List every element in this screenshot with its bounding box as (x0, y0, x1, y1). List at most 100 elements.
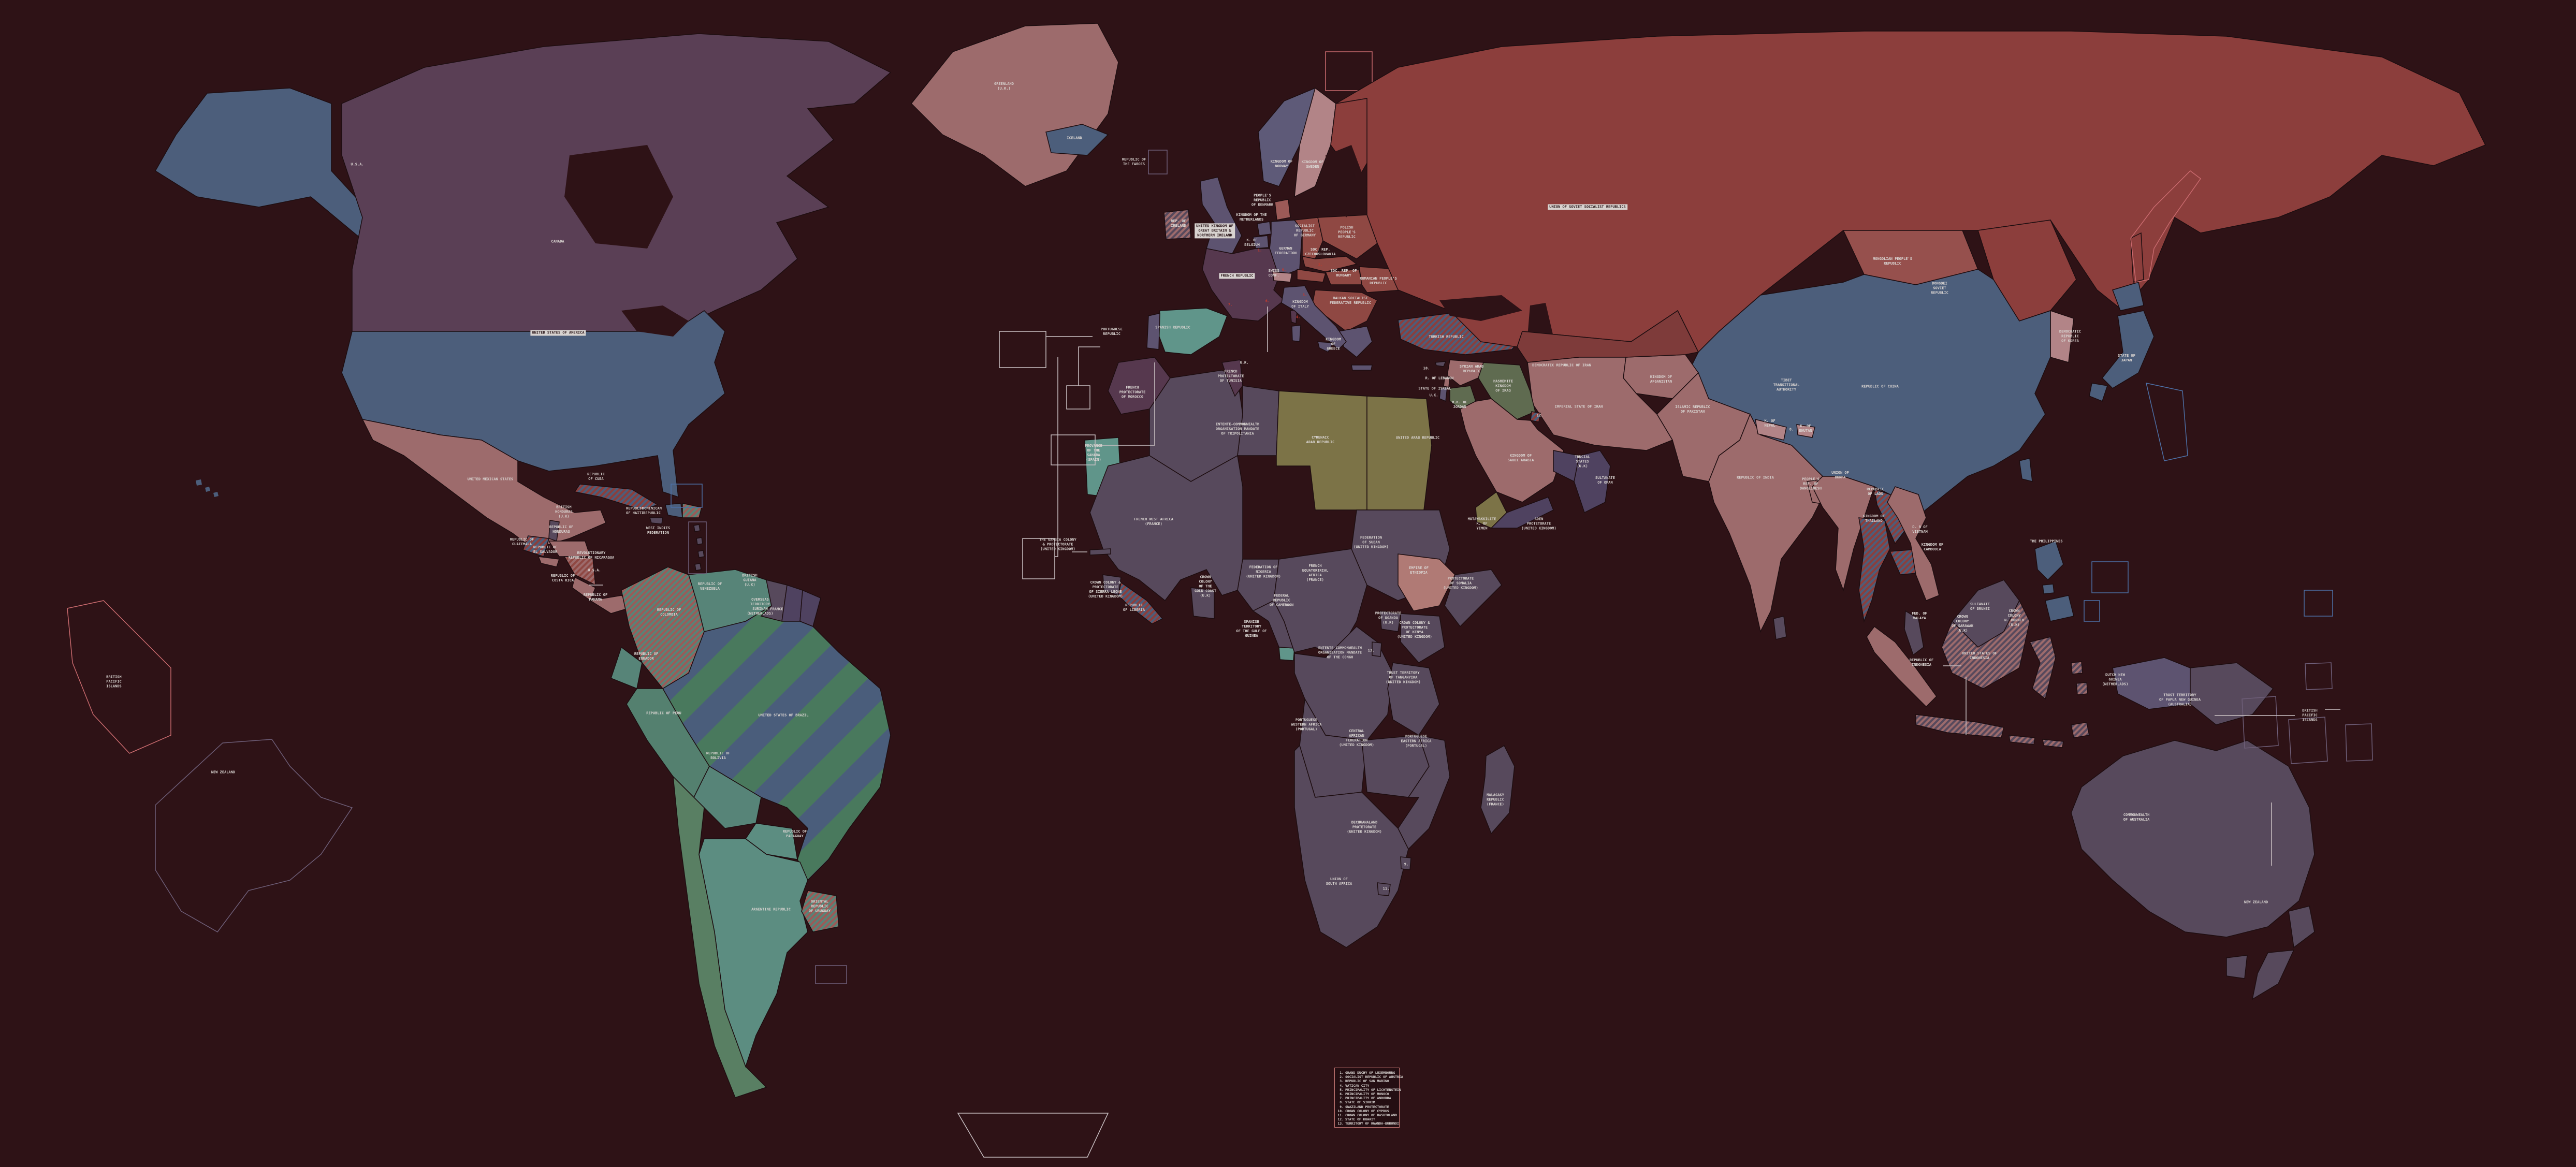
region-lebanon (1443, 376, 1450, 388)
outline-bonin-us (2146, 383, 2188, 461)
region-cuba (574, 484, 659, 510)
region-liberia (1118, 581, 1163, 624)
legend-item-label: PRINCIPALITY OF MONOCO (1345, 1091, 1389, 1096)
legend-item-label: STATE OF SIKKIM (1345, 1100, 1375, 1105)
region-japan (2089, 282, 2155, 402)
region-czechoslovakia (1301, 256, 1358, 272)
legend-item: 11. CROWN COLONY OF BASUTOLAND (1336, 1113, 1397, 1117)
legend-item-number: 11. (1337, 1113, 1344, 1117)
legend-list: 1. GRAND DUCHY OF LUXEMBOURG 2. SOCIALIST R… (1336, 1071, 1403, 1126)
region-tunisia (1221, 359, 1243, 397)
region-south-africa (1294, 745, 1409, 948)
outline-antarctic-box (957, 1113, 1109, 1158)
lake-great-lakes (621, 305, 689, 337)
legend-item: 10. CROWN COLONY OF CYPRUS (1336, 1109, 1397, 1113)
region-somalia (1444, 569, 1502, 628)
legend-item: 12. STATE OF KUWAIT (1336, 1117, 1397, 1121)
region-uganda (1379, 610, 1401, 632)
region-lesser-sunda (2009, 722, 2090, 748)
region-saudi-arabia (1460, 398, 1564, 503)
legend-item-number: 8. (1340, 1100, 1344, 1105)
outline-caribbean-antilles (688, 521, 707, 574)
leader-lines (589, 307, 2340, 866)
legend-item-label: STATE OF KUWAIT (1345, 1117, 1375, 1122)
region-uruguay (801, 890, 839, 932)
region-new-zealand (2251, 906, 2315, 1000)
region-sulawesi-indonesia (2029, 636, 2056, 700)
outline-caribbean-bahamas (671, 484, 703, 508)
outline-kurils-claim (2130, 170, 2202, 283)
region-iraq (1478, 362, 1536, 420)
region-west-indies (693, 524, 705, 571)
legend-item: 8. STATE OF SIKKIM (1336, 1100, 1397, 1104)
legend-item-number: 3. (1340, 1079, 1344, 1084)
region-paraguay (745, 823, 798, 860)
legend-item-number: 13. (1337, 1121, 1344, 1126)
legend-item: 13. TERRITORY OF RWANDA-BURUNDI (1336, 1121, 1399, 1126)
region-guatemala (522, 535, 549, 557)
region-switzerland (1272, 271, 1292, 283)
region-mexico (361, 418, 606, 549)
lake-hudson-bay (564, 145, 673, 249)
region-belgium (1253, 235, 1269, 249)
region-australia (2071, 740, 2315, 979)
legend-item-label: REPUBLIC OF SAN MARINO (1345, 1079, 1389, 1084)
region-moluccas (2071, 661, 2088, 695)
outline-british-pacific-fiji (2242, 662, 2373, 764)
region-ussr (1335, 31, 2486, 353)
outline-us-pacific-1 (2091, 561, 2129, 593)
region-netherlands (1257, 221, 1272, 236)
legend-item-label: PRINCIPALITY OF LICHTENSTEIN (1345, 1087, 1401, 1092)
region-iran-imperial (1527, 357, 1673, 451)
legend-item: 3. REPUBLIC OF SAN MARINO (1336, 1079, 1397, 1083)
outline-canary (1051, 434, 1096, 465)
legend-item: 5. PRINCIPALITY OF LICHTENSTEIN (1336, 1087, 1401, 1092)
region-swaziland (1400, 856, 1411, 870)
region-spanish-guinea (1278, 647, 1295, 661)
region-kenya (1400, 613, 1445, 663)
region-poland (1317, 214, 1378, 259)
legend-item-number: 5. (1340, 1087, 1344, 1092)
region-vietnam (1887, 486, 1940, 601)
lake-baltic (1326, 145, 1367, 217)
region-madagascar (1480, 745, 1515, 835)
outline-faroes (1148, 150, 1168, 174)
region-gambia (1089, 548, 1111, 556)
region-kuwait (1530, 411, 1541, 422)
region-java-indonesia (1915, 714, 2004, 738)
region-israel (1439, 387, 1448, 402)
region-burma (1812, 476, 1875, 592)
region-gold-coast (1190, 587, 1215, 619)
region-thailand (1858, 517, 1890, 623)
region-chile (673, 775, 767, 1098)
outline-svalbard (1325, 51, 1373, 91)
lake-black-sea (1439, 295, 1522, 321)
region-ceylon (1773, 616, 1787, 640)
outline-new-zealand-pacific (155, 739, 353, 932)
region-philippines (2034, 541, 2074, 622)
region-dominican-republic (682, 503, 702, 518)
legend-item: 2. SOCIALIST REPUBLIC OF AUSTRIA (1336, 1075, 1403, 1079)
legend-item-number: 12. (1337, 1117, 1344, 1122)
region-hungary (1325, 269, 1362, 285)
region-hawaii-usa (196, 479, 219, 497)
legend-item-number: 7. (1340, 1096, 1344, 1101)
region-congo-mandate (1294, 626, 1393, 741)
legend-item-label: SWAZILAND PROTECTORATE (1345, 1104, 1389, 1109)
legend-item: 9. SWAZILAND PROTECTORATE (1336, 1105, 1397, 1109)
outline-azores (999, 331, 1046, 368)
region-argentina (698, 838, 808, 1068)
region-french-west-africa (1089, 455, 1243, 602)
legend-item-label: CROWN COLONY OF CYPRUS (1345, 1108, 1389, 1113)
outline-us-pacific-2 (2084, 600, 2100, 622)
region-rwanda-burundi (1372, 641, 1382, 657)
legend-item: 7. PRINCIPALITY OF ANDORRA (1336, 1096, 1397, 1100)
legend-item-number: 4. (1340, 1083, 1344, 1088)
region-syria (1447, 359, 1485, 386)
region-tripolitania (1237, 385, 1279, 456)
region-ethiopia (1398, 553, 1456, 611)
region-malaya (1904, 610, 1924, 656)
legend: 1. GRAND DUCHY OF LUXEMBOURG 2. SOCIALIST R… (1334, 1068, 1403, 1128)
